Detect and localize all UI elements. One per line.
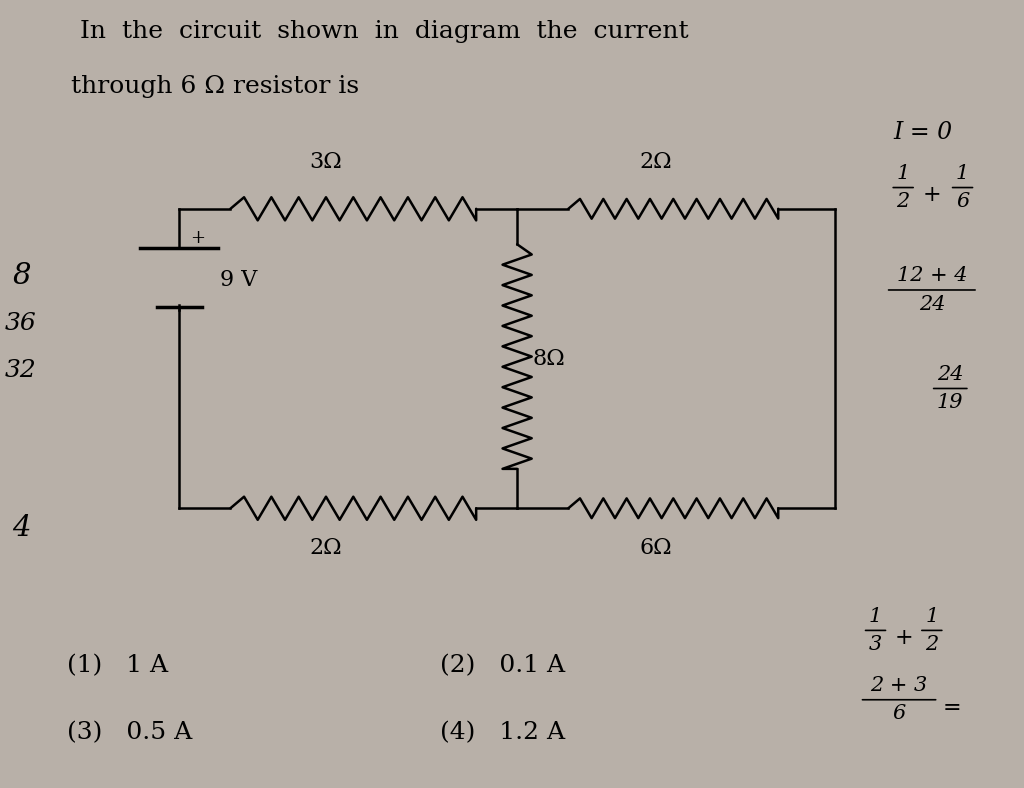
Text: through 6 Ω resistor is: through 6 Ω resistor is [71, 75, 359, 98]
Text: (3)   0.5 A: (3) 0.5 A [67, 721, 191, 745]
Text: 1: 1 [956, 164, 969, 183]
Text: 19: 19 [937, 393, 964, 412]
Text: 4: 4 [12, 514, 31, 542]
Text: 6: 6 [893, 704, 905, 723]
Text: 1: 1 [926, 607, 938, 626]
Text: (4)   1.2 A: (4) 1.2 A [440, 721, 565, 745]
Text: 36: 36 [5, 311, 37, 335]
Text: 2Ω: 2Ω [309, 537, 342, 559]
Text: 24: 24 [919, 295, 945, 314]
Text: 3: 3 [869, 635, 882, 654]
Text: 32: 32 [5, 359, 37, 382]
Text: 12 + 4: 12 + 4 [897, 266, 967, 285]
Text: 9 V: 9 V [220, 269, 257, 291]
Text: 8: 8 [12, 262, 31, 290]
Text: =: = [943, 697, 962, 719]
Text: I = 0: I = 0 [893, 121, 952, 144]
Text: 2 + 3: 2 + 3 [870, 676, 928, 695]
Text: (2)   0.1 A: (2) 0.1 A [440, 654, 565, 678]
Text: +: + [923, 184, 941, 206]
Text: In  the  circuit  shown  in  diagram  the  current: In the circuit shown in diagram the curr… [80, 20, 688, 43]
Text: 2: 2 [926, 635, 938, 654]
Text: 1: 1 [897, 164, 909, 183]
Text: (1)   1 A: (1) 1 A [67, 654, 168, 678]
Text: 6: 6 [956, 192, 969, 211]
Text: +: + [190, 229, 205, 247]
Text: 6Ω: 6Ω [639, 537, 672, 559]
Text: 1: 1 [869, 607, 882, 626]
Text: 2Ω: 2Ω [639, 151, 672, 173]
Text: 2: 2 [897, 192, 909, 211]
Text: 3Ω: 3Ω [309, 151, 342, 173]
Text: 8Ω: 8Ω [532, 348, 565, 370]
Text: 24: 24 [937, 365, 964, 384]
Text: +: + [895, 627, 913, 649]
